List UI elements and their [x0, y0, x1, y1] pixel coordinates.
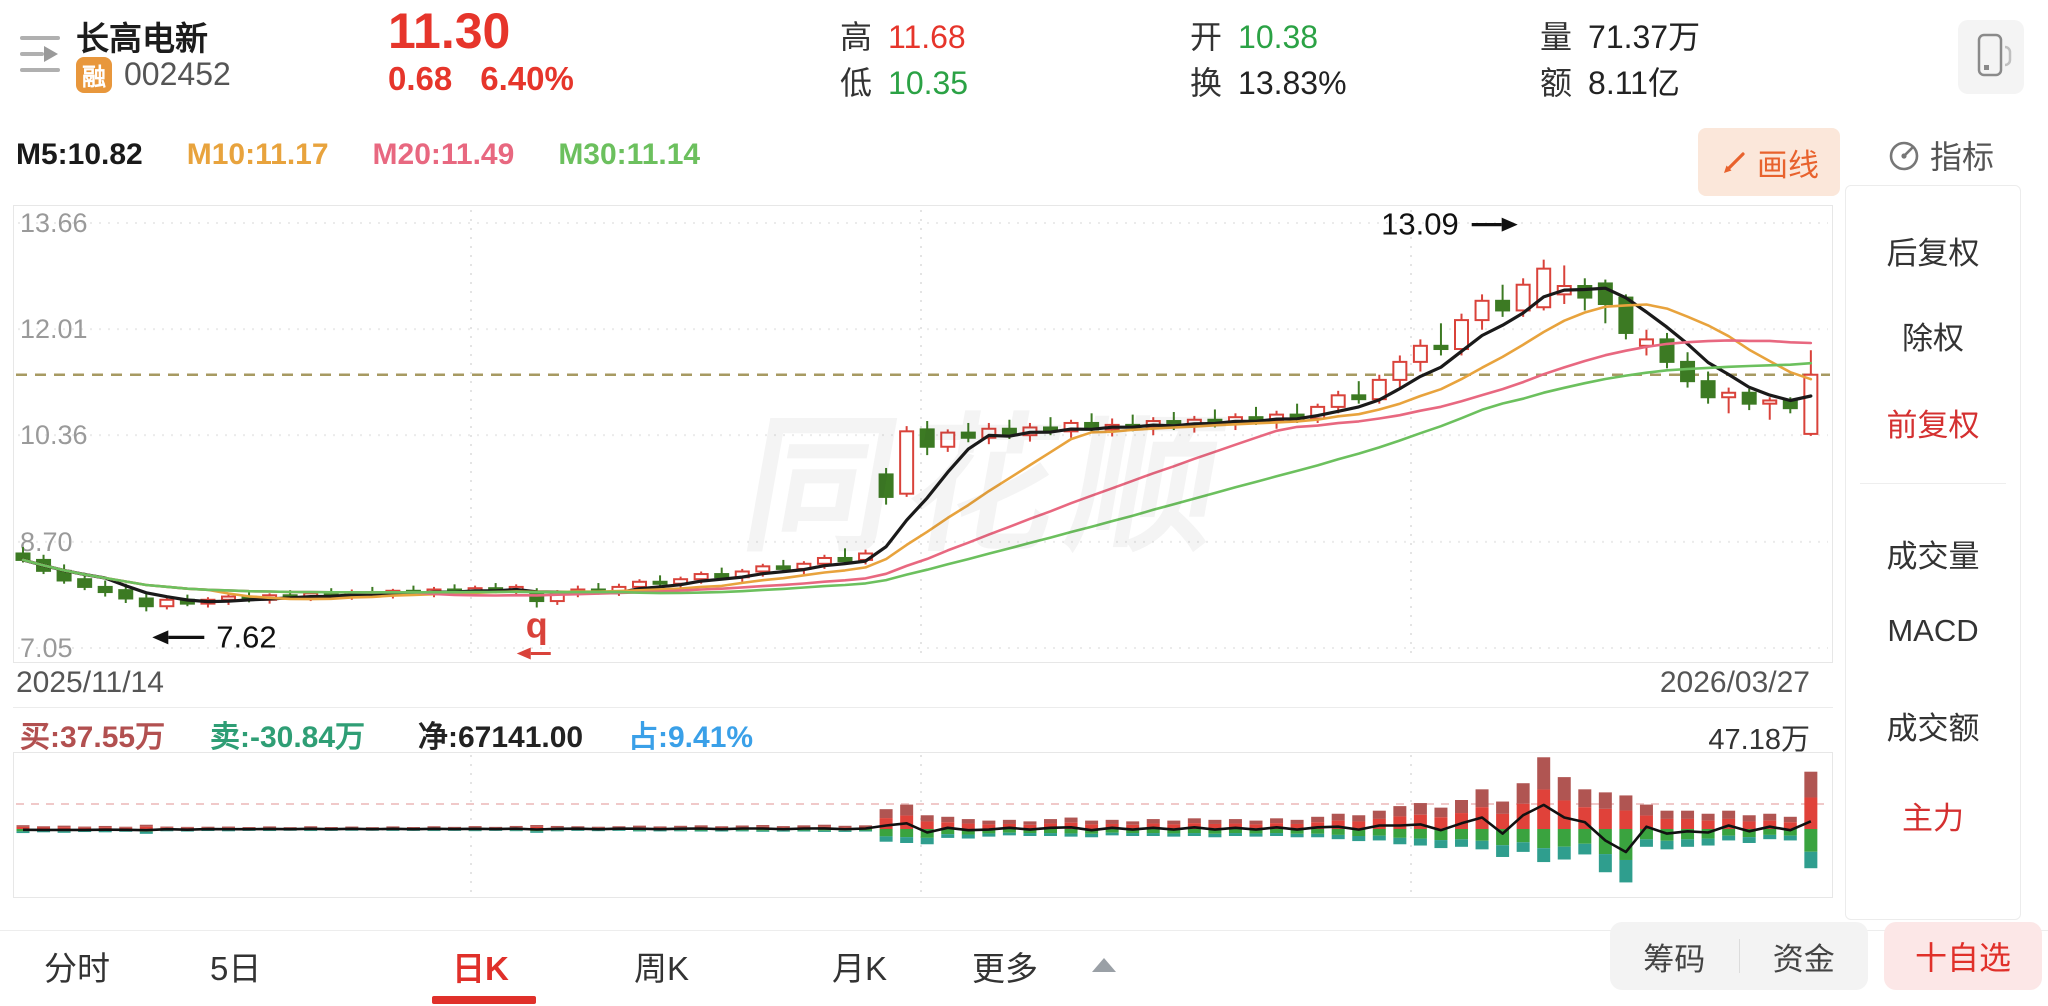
tab-zhouk[interactable]: 周K — [634, 950, 690, 987]
more-caret-icon[interactable] — [1092, 958, 1116, 972]
svg-text:13.09: 13.09 — [1381, 207, 1459, 242]
tab-more[interactable]: 更多 — [972, 950, 1038, 987]
sidebar-item-chuquan[interactable]: 除权 — [1902, 321, 1964, 356]
ma30-value: M30:11.14 — [558, 138, 701, 171]
moneyflow-net: 净:67141.00 — [418, 721, 584, 754]
ma-legend: M5:10.82 M10:11.17 M20:11.49 M30:11.14 — [16, 138, 744, 172]
tab-fenshi[interactable]: 分时 — [44, 950, 110, 987]
candlestick-chart-panel[interactable]: 13.66 12.01 10.36 8.70 7.05 13.09 7.62 q — [13, 205, 1833, 663]
ma10-value: M10:11.17 — [186, 138, 329, 171]
chips-funds-group: 筹码 资金 — [1610, 922, 1868, 990]
date-start-label: 2025/11/14 — [16, 666, 164, 699]
price-change: 0.68 — [388, 60, 453, 97]
draw-line-button[interactable]: 画线 — [1698, 128, 1840, 196]
moneyflow-chart[interactable] — [14, 753, 1832, 897]
chips-button[interactable]: 筹码 — [1643, 941, 1706, 977]
stat-low-label: 低 — [840, 65, 873, 101]
pencil-icon — [1724, 152, 1745, 173]
draw-line-label: 画线 — [1757, 147, 1819, 183]
active-tab-underline — [432, 996, 536, 1004]
price-change-pct: 6.40% — [480, 60, 574, 97]
stat-turnover-label: 换 — [1190, 65, 1223, 101]
add-watchlist-button[interactable]: 十自选 — [1884, 922, 2042, 990]
indicator-label: 指标 — [1930, 139, 1995, 175]
stock-name: 长高电新 — [76, 20, 208, 57]
price-change-row: 0.68 6.40% — [388, 60, 602, 98]
date-end-label: 2026/03/27 — [1659, 666, 1810, 699]
sidebar-item-macd[interactable]: MACD — [1887, 613, 1979, 648]
stock-code: 002452 — [124, 56, 231, 92]
gauge-icon — [1889, 141, 1919, 171]
stock-code-row: 融 002452 — [76, 56, 231, 93]
svg-text:10.36: 10.36 — [20, 420, 88, 450]
sidebar-item-chengjiaoe[interactable]: 成交额 — [1886, 711, 1980, 746]
svg-text:12.01: 12.01 — [20, 314, 88, 344]
stat-amount-value: 8.11亿 — [1588, 65, 1680, 101]
sidebar-item-houfuquan[interactable]: 后复权 — [1886, 236, 1980, 271]
stat-amount-label: 额 — [1540, 65, 1573, 101]
button-divider — [1738, 939, 1740, 973]
tabbar-divider — [0, 930, 2048, 931]
device-switch-button[interactable] — [1958, 20, 2024, 94]
stat-volume: 量 71.37万 — [1540, 12, 1700, 58]
stat-open-label: 开 — [1190, 19, 1223, 55]
stat-amount: 额 8.11亿 — [1540, 58, 1680, 104]
stat-open-value: 10.38 — [1238, 19, 1319, 55]
svg-text:8.70: 8.70 — [20, 527, 73, 557]
stat-open: 开 10.38 — [1190, 12, 1318, 58]
sidebar-item-chengjiaoliang[interactable]: 成交量 — [1886, 539, 1980, 574]
indicator-sidebar: 后复权 除权 前复权 成交量 MACD 成交额 主力 — [1845, 185, 2021, 920]
ma5-value: M5:10.82 — [16, 138, 143, 171]
indicator-button[interactable]: 指标 — [1886, 132, 1994, 178]
sidebar-item-qianfuquan[interactable]: 前复权 — [1886, 408, 1980, 443]
svg-text:q: q — [526, 604, 548, 645]
ma20-value: M20:11.49 — [372, 138, 515, 171]
sidebar-divider — [1860, 483, 2006, 484]
stat-high-label: 高 — [840, 19, 873, 55]
stat-turnover: 换 13.83% — [1190, 58, 1347, 104]
section-divider — [13, 707, 1833, 708]
svg-text:7.05: 7.05 — [20, 633, 73, 662]
moneyflow-ratio: 占:9.41% — [628, 721, 754, 754]
moneyflow-sell: 卖:-30.84万 — [210, 721, 366, 754]
current-price: 11.30 — [388, 3, 511, 59]
margin-badge: 融 — [76, 56, 112, 93]
stat-high: 高 11.68 — [840, 12, 966, 58]
candlestick-chart[interactable]: 13.66 12.01 10.36 8.70 7.05 13.09 7.62 q — [14, 206, 1832, 663]
tab-rik[interactable]: 日K — [452, 950, 509, 987]
menu-expand-icon[interactable] — [18, 28, 64, 85]
stat-low-value: 10.35 — [888, 65, 969, 101]
moneyflow-buy: 买:37.55万 — [20, 721, 166, 754]
stat-volume-label: 量 — [1540, 19, 1573, 55]
svg-text:7.62: 7.62 — [216, 619, 276, 654]
tab-5ri[interactable]: 5日 — [210, 950, 262, 987]
stat-low: 低 10.35 — [840, 58, 968, 104]
stat-volume-value: 71.37万 — [1588, 19, 1701, 55]
phone-icon — [1977, 33, 2012, 77]
moneyflow-chart-panel[interactable] — [13, 752, 1833, 898]
sidebar-item-zhuli[interactable]: 主力 — [1902, 801, 1964, 836]
tab-yuek[interactable]: 月K — [832, 950, 888, 987]
stat-turnover-value: 13.83% — [1238, 65, 1347, 101]
svg-text:13.66: 13.66 — [20, 208, 88, 238]
stat-high-value: 11.68 — [888, 19, 966, 55]
funds-button[interactable]: 资金 — [1772, 941, 1835, 977]
volume-scale-label: 47.18万 — [1708, 724, 1810, 756]
